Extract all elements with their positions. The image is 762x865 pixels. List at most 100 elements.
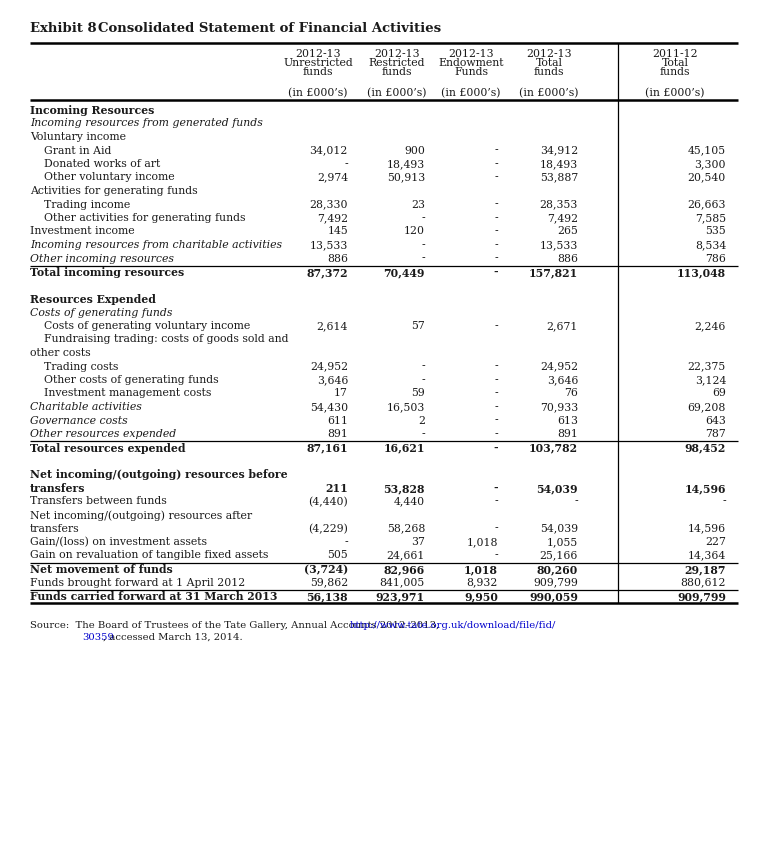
Text: 87,161: 87,161 (306, 443, 348, 453)
Text: transfers: transfers (30, 483, 85, 494)
Text: 2,246: 2,246 (695, 321, 726, 331)
Text: -: - (495, 375, 498, 385)
Text: -: - (495, 159, 498, 169)
Text: 53,887: 53,887 (539, 172, 578, 183)
Text: Costs of generating funds: Costs of generating funds (30, 307, 172, 317)
Text: 3,646: 3,646 (317, 375, 348, 385)
Text: 7,492: 7,492 (317, 213, 348, 223)
Text: 54,039: 54,039 (539, 523, 578, 534)
Text: 611: 611 (327, 415, 348, 426)
Text: 211: 211 (325, 483, 348, 494)
Text: 13,533: 13,533 (309, 240, 348, 250)
Text: Gain on revaluation of tangible fixed assets: Gain on revaluation of tangible fixed as… (30, 550, 268, 561)
Text: Net incoming/(outgoing) resources before: Net incoming/(outgoing) resources before (30, 470, 287, 480)
Text: Restricted: Restricted (369, 58, 425, 68)
Text: 80,260: 80,260 (536, 564, 578, 575)
Text: -: - (495, 362, 498, 371)
Text: 2,614: 2,614 (317, 321, 348, 331)
Text: 880,612: 880,612 (680, 578, 726, 587)
Text: 265: 265 (557, 227, 578, 236)
Text: 23: 23 (411, 200, 425, 209)
Text: Voluntary income: Voluntary income (30, 132, 126, 142)
Text: -: - (421, 240, 425, 250)
Text: 26,663: 26,663 (687, 200, 726, 209)
Text: Incoming Resources: Incoming Resources (30, 105, 155, 116)
Text: 54,039: 54,039 (536, 483, 578, 494)
Text: 69,208: 69,208 (687, 402, 726, 412)
Text: 13,533: 13,533 (539, 240, 578, 250)
Text: 2: 2 (418, 415, 425, 426)
Text: 34,912: 34,912 (539, 145, 578, 156)
Text: 886: 886 (557, 253, 578, 264)
Text: 59,862: 59,862 (309, 578, 348, 587)
Text: (in £000’s): (in £000’s) (367, 88, 427, 99)
Text: other costs: other costs (30, 348, 91, 358)
Text: -: - (495, 172, 498, 183)
Text: 2,671: 2,671 (546, 321, 578, 331)
Text: Fundraising trading: costs of goods sold and: Fundraising trading: costs of goods sold… (44, 335, 289, 344)
Text: -: - (421, 429, 425, 439)
Text: 2011-12: 2011-12 (652, 49, 698, 59)
Text: Funds brought forward at 1 April 2012: Funds brought forward at 1 April 2012 (30, 578, 245, 587)
Text: Other incoming resources: Other incoming resources (30, 253, 174, 264)
Text: 841,005: 841,005 (379, 578, 425, 587)
Text: Total: Total (536, 58, 562, 68)
Text: -: - (421, 253, 425, 264)
Text: 9,950: 9,950 (464, 591, 498, 602)
Text: -: - (722, 497, 726, 507)
Text: Unrestricted: Unrestricted (283, 58, 353, 68)
Text: (in £000’s): (in £000’s) (441, 88, 501, 99)
Text: Gain/(loss) on investment assets: Gain/(loss) on investment assets (30, 537, 207, 548)
Text: 53,828: 53,828 (383, 483, 425, 494)
Text: -: - (495, 415, 498, 426)
Text: Activities for generating funds: Activities for generating funds (30, 186, 197, 196)
Text: Transfers between funds: Transfers between funds (30, 497, 167, 507)
Text: -: - (421, 213, 425, 223)
Text: Funds: Funds (454, 67, 488, 77)
Text: 145: 145 (327, 227, 348, 236)
Text: 28,330: 28,330 (309, 200, 348, 209)
Text: 45,105: 45,105 (688, 145, 726, 156)
Text: 786: 786 (705, 253, 726, 264)
Text: -: - (421, 362, 425, 371)
Text: 2012-13: 2012-13 (527, 49, 572, 59)
Text: 909,799: 909,799 (677, 591, 726, 602)
Text: 923,971: 923,971 (376, 591, 425, 602)
Text: -: - (493, 483, 498, 494)
Text: 18,493: 18,493 (387, 159, 425, 169)
Text: (4,440): (4,440) (309, 497, 348, 507)
Text: (in £000’s): (in £000’s) (519, 88, 579, 99)
Text: Consolidated Statement of Financial Activities: Consolidated Statement of Financial Acti… (98, 22, 441, 35)
Text: 22,375: 22,375 (688, 362, 726, 371)
Text: 7,585: 7,585 (695, 213, 726, 223)
Text: 82,966: 82,966 (384, 564, 425, 575)
Text: 613: 613 (557, 415, 578, 426)
Text: Donated works of art: Donated works of art (44, 159, 160, 169)
Text: -: - (495, 227, 498, 236)
Text: 1,055: 1,055 (547, 537, 578, 547)
Text: 70,933: 70,933 (539, 402, 578, 412)
Text: 16,503: 16,503 (386, 402, 425, 412)
Text: 16,621: 16,621 (383, 443, 425, 453)
Text: (in £000’s): (in £000’s) (645, 88, 705, 99)
Text: -: - (495, 145, 498, 156)
Text: 24,661: 24,661 (386, 550, 425, 561)
Text: -: - (493, 443, 498, 453)
Text: 54,430: 54,430 (310, 402, 348, 412)
Text: 59: 59 (411, 388, 425, 399)
Text: , accessed March 13, 2014.: , accessed March 13, 2014. (103, 632, 242, 642)
Text: 76: 76 (564, 388, 578, 399)
Text: -: - (344, 537, 348, 547)
Text: Grant in Aid: Grant in Aid (44, 145, 111, 156)
Text: 227: 227 (705, 537, 726, 547)
Text: 7,492: 7,492 (547, 213, 578, 223)
Text: 3,646: 3,646 (546, 375, 578, 385)
Text: -: - (495, 388, 498, 399)
Text: -: - (493, 267, 498, 278)
Text: -: - (495, 253, 498, 264)
Text: -: - (495, 240, 498, 250)
Text: (in £000’s): (in £000’s) (288, 88, 347, 99)
Text: 14,596: 14,596 (684, 483, 726, 494)
Text: Trading costs: Trading costs (44, 362, 118, 371)
Text: 8,534: 8,534 (695, 240, 726, 250)
